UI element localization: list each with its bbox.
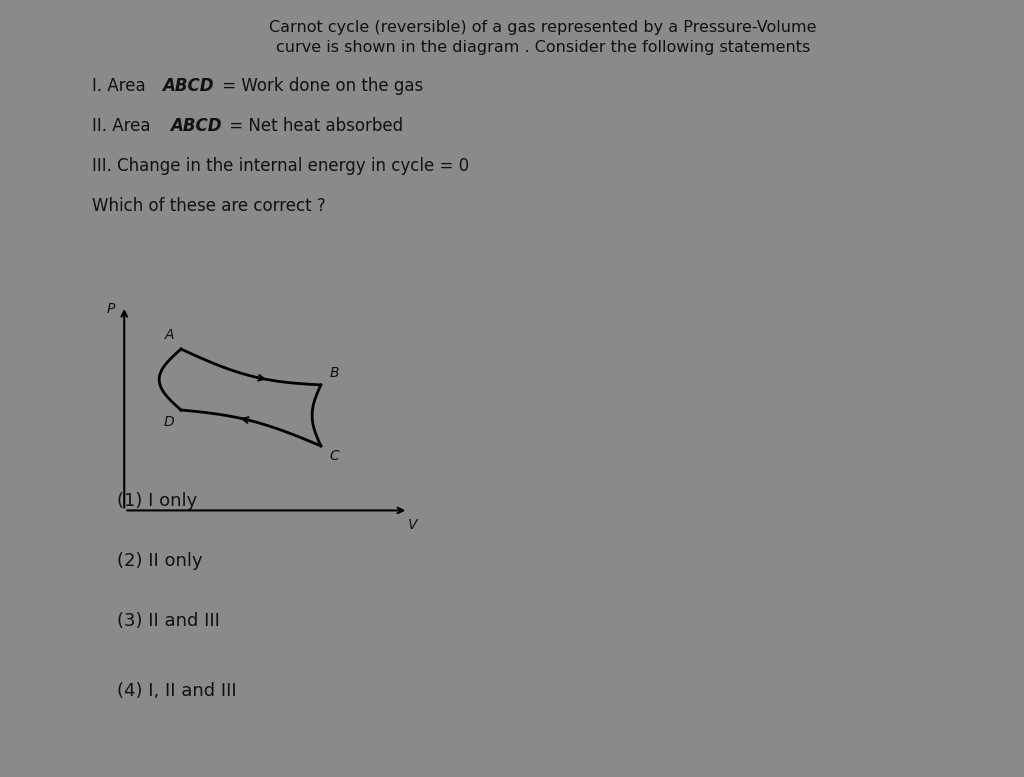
Text: (4) I, II and III: (4) I, II and III — [117, 682, 237, 700]
Text: = Net heat absorbed: = Net heat absorbed — [224, 117, 403, 135]
Text: II. Area: II. Area — [91, 117, 156, 135]
Text: ABCD: ABCD — [170, 117, 221, 135]
Text: I. Area: I. Area — [91, 77, 151, 95]
Text: P: P — [106, 302, 116, 316]
Text: = Work done on the gas: = Work done on the gas — [217, 77, 423, 95]
Text: V: V — [408, 517, 418, 531]
Text: curve is shown in the diagram . Consider the following statements: curve is shown in the diagram . Consider… — [275, 40, 810, 55]
Text: (3) II and III: (3) II and III — [117, 612, 219, 630]
Text: III. Change in the internal energy in cycle = 0: III. Change in the internal energy in cy… — [91, 157, 469, 175]
Text: Carnot cycle (reversible) of a gas represented by a Pressure-Volume: Carnot cycle (reversible) of a gas repre… — [269, 20, 816, 35]
Text: A: A — [165, 328, 174, 342]
Text: ABCD: ABCD — [162, 77, 213, 95]
Text: Which of these are correct ?: Which of these are correct ? — [91, 197, 326, 215]
Text: C: C — [330, 449, 339, 463]
Text: D: D — [164, 416, 174, 430]
Text: (2) II only: (2) II only — [117, 552, 202, 570]
Text: (1) I only: (1) I only — [117, 492, 197, 510]
Text: B: B — [330, 365, 339, 379]
